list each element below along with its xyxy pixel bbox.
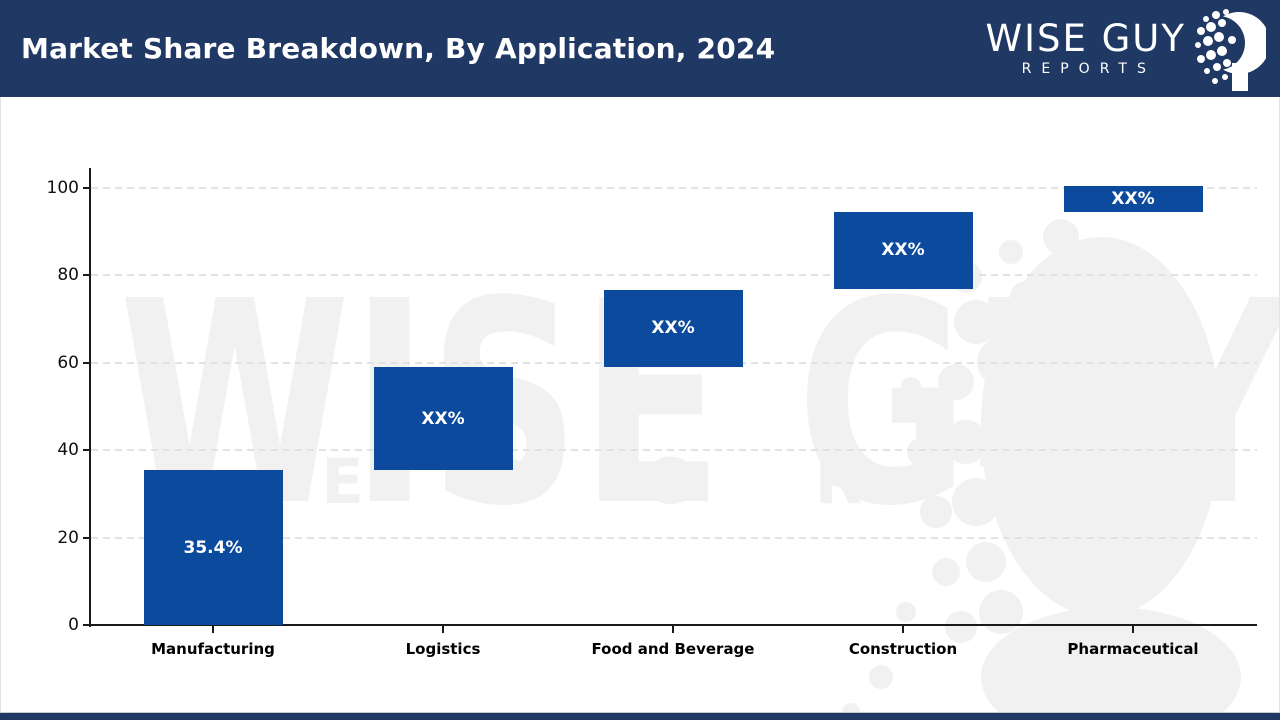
y-tick-label-20: 20 <box>57 527 79 548</box>
x-tick-2 <box>672 626 674 633</box>
plot: 0 20 40 60 80 100 35.4% Manufacturing XX% Logisti… <box>1 97 1279 712</box>
y-tick-label-80: 80 <box>57 265 79 286</box>
brand-logo-text: WISE GUY REPORTS <box>986 20 1186 77</box>
y-tick-label-100: 100 <box>46 178 79 198</box>
brand-name: WISE GUY <box>985 17 1186 60</box>
bar-pharmaceutical: XX% <box>1063 186 1203 212</box>
x-tick-0 <box>212 626 214 633</box>
y-tick-label-40: 40 <box>57 440 79 461</box>
y-tick-80 <box>83 274 90 277</box>
brand-subtitle: REPORTS <box>1021 61 1156 77</box>
x-tick-1 <box>442 626 444 633</box>
gridline-20 <box>91 536 1257 539</box>
bar-construction: XX% <box>833 211 973 289</box>
x-category-label: Pharmaceutical <box>1067 640 1199 658</box>
y-axis-line <box>89 168 91 627</box>
x-tick-3 <box>902 626 904 633</box>
y-tick-label-60: 60 <box>57 352 79 373</box>
x-category-label: Food and Beverage <box>591 640 755 658</box>
y-tick-60 <box>83 361 90 364</box>
bar-value-label: XX% <box>881 240 925 261</box>
x-category-label: Construction <box>848 640 958 658</box>
brand-logo: WISE GUY REPORTS <box>986 7 1280 91</box>
bar-value-label: XX% <box>1111 188 1155 209</box>
bar-logistics: XX% <box>373 367 513 471</box>
gridline-80 <box>91 274 1257 277</box>
bar-value-label: XX% <box>421 408 465 429</box>
chart-area: WISE GUY R E P O R T S 0 20 40 60 80 100 35.4%… <box>0 97 1280 713</box>
gridline-100 <box>91 187 1257 189</box>
bar-value-label: XX% <box>651 318 695 339</box>
y-tick-40 <box>83 449 90 452</box>
header-bar: Market Share Breakdown, By Application, … <box>0 0 1280 97</box>
x-category-label: Manufacturing <box>151 640 275 658</box>
x-category-label: Logistics <box>405 640 481 658</box>
bar-food-and-beverage: XX% <box>603 289 743 368</box>
page-title: Market Share Breakdown, By Application, … <box>21 32 776 65</box>
bar-manufacturing: 35.4% <box>143 470 283 625</box>
y-tick-100 <box>83 187 90 189</box>
logo-face-icon <box>1192 8 1266 91</box>
y-tick-0 <box>83 624 90 626</box>
y-tick-label-0: 0 <box>68 615 79 635</box>
bar-value-label: 35.4% <box>183 537 243 558</box>
x-axis-line <box>87 624 1257 626</box>
y-tick-20 <box>83 536 90 539</box>
watermark-face-icon <box>842 219 1241 712</box>
x-tick-4 <box>1132 626 1134 633</box>
gridline-40 <box>91 449 1257 452</box>
footer-bar <box>0 713 1280 720</box>
